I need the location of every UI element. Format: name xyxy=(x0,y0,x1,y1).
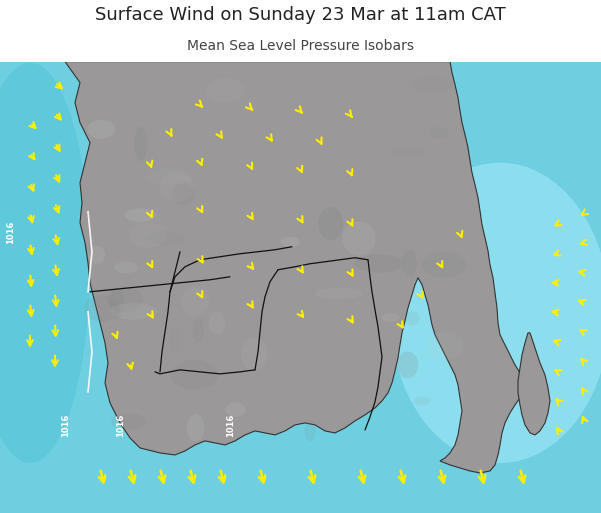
Ellipse shape xyxy=(84,295,120,322)
Ellipse shape xyxy=(192,318,204,343)
Ellipse shape xyxy=(106,286,142,312)
Ellipse shape xyxy=(172,183,194,205)
Polygon shape xyxy=(0,62,601,513)
Text: Surface Wind on Sunday 23 Mar at 11am CAT: Surface Wind on Sunday 23 Mar at 11am CA… xyxy=(95,6,506,25)
Ellipse shape xyxy=(187,414,204,442)
Ellipse shape xyxy=(280,237,300,247)
Text: 1016: 1016 xyxy=(117,413,126,437)
Ellipse shape xyxy=(171,360,218,390)
Ellipse shape xyxy=(430,127,448,140)
Ellipse shape xyxy=(148,168,191,185)
Ellipse shape xyxy=(160,171,194,202)
Text: Mean Sea Level Pressure Isobars: Mean Sea Level Pressure Isobars xyxy=(187,39,414,53)
Ellipse shape xyxy=(343,222,376,255)
Ellipse shape xyxy=(109,288,124,320)
Ellipse shape xyxy=(410,77,453,93)
Text: 1016: 1016 xyxy=(61,413,70,437)
Ellipse shape xyxy=(147,231,184,245)
Ellipse shape xyxy=(124,208,156,222)
Ellipse shape xyxy=(169,327,181,354)
Ellipse shape xyxy=(134,127,147,161)
Ellipse shape xyxy=(355,254,404,273)
Ellipse shape xyxy=(402,249,416,277)
Ellipse shape xyxy=(114,262,138,273)
Text: 1016: 1016 xyxy=(227,413,236,437)
Ellipse shape xyxy=(129,222,166,248)
Ellipse shape xyxy=(205,78,245,103)
Ellipse shape xyxy=(315,288,362,300)
Ellipse shape xyxy=(87,120,115,139)
Ellipse shape xyxy=(181,286,209,315)
Ellipse shape xyxy=(413,397,431,406)
Ellipse shape xyxy=(422,251,466,278)
Ellipse shape xyxy=(209,312,225,334)
Ellipse shape xyxy=(111,413,147,430)
Polygon shape xyxy=(65,62,530,473)
Ellipse shape xyxy=(241,338,267,370)
Ellipse shape xyxy=(390,163,601,463)
Ellipse shape xyxy=(382,313,400,322)
Polygon shape xyxy=(518,333,550,435)
Text: 1016: 1016 xyxy=(7,221,16,244)
Ellipse shape xyxy=(225,402,245,417)
Ellipse shape xyxy=(319,207,343,241)
Ellipse shape xyxy=(305,419,316,442)
Ellipse shape xyxy=(406,311,419,325)
Ellipse shape xyxy=(88,246,105,264)
Ellipse shape xyxy=(397,351,418,379)
Ellipse shape xyxy=(426,331,463,360)
Ellipse shape xyxy=(109,303,157,320)
Ellipse shape xyxy=(391,147,427,157)
Ellipse shape xyxy=(0,63,90,463)
